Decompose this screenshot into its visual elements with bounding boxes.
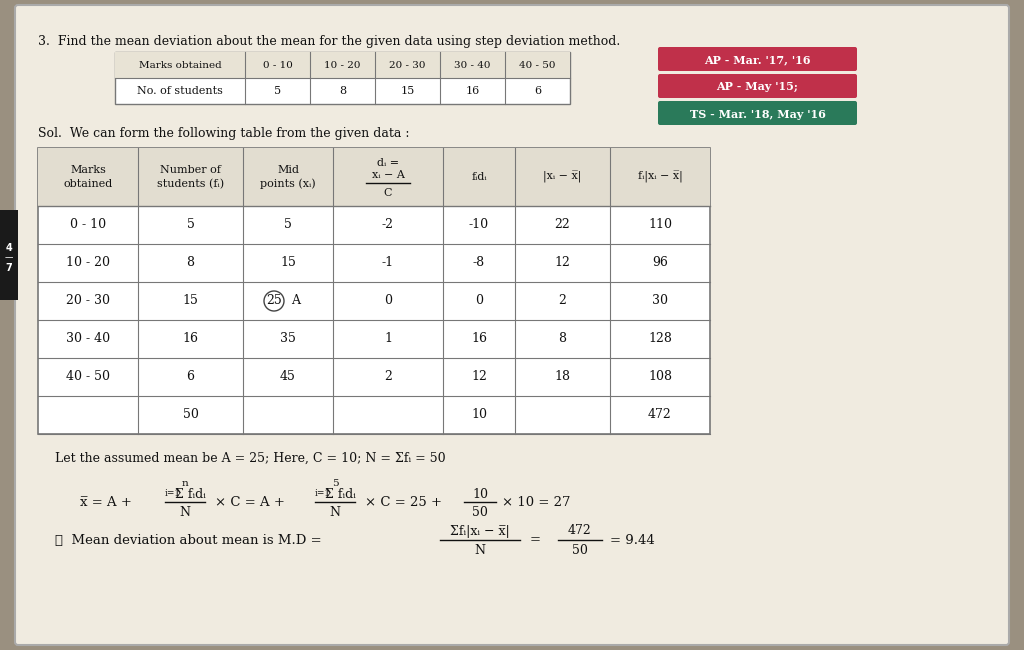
Text: 2: 2 <box>558 294 566 307</box>
Text: 4: 4 <box>5 243 12 253</box>
Text: |xᵢ − x̅|: |xᵢ − x̅| <box>544 171 582 183</box>
Text: 6: 6 <box>186 370 195 383</box>
Text: 18: 18 <box>555 370 570 383</box>
Bar <box>38 148 710 206</box>
Text: Marks
obtained: Marks obtained <box>63 165 113 188</box>
Text: 16: 16 <box>465 86 479 96</box>
Bar <box>0 210 18 300</box>
Text: 0 - 10: 0 - 10 <box>262 60 293 70</box>
FancyBboxPatch shape <box>658 101 857 125</box>
Text: N: N <box>474 543 485 556</box>
Text: 50: 50 <box>572 543 588 556</box>
Text: 96: 96 <box>652 257 668 270</box>
Text: 5: 5 <box>186 218 195 231</box>
Text: = 9.44: = 9.44 <box>610 534 654 547</box>
Bar <box>115 52 570 104</box>
Text: —: — <box>5 254 13 263</box>
Text: Let the assumed mean be A = 25; Here, C = 10; N = Σfᵢ = 50: Let the assumed mean be A = 25; Here, C … <box>55 452 445 465</box>
FancyBboxPatch shape <box>658 47 857 71</box>
Text: 5: 5 <box>332 480 338 489</box>
Text: 50: 50 <box>472 506 488 519</box>
Text: 10 - 20: 10 - 20 <box>66 257 110 270</box>
Text: -2: -2 <box>382 218 394 231</box>
Text: × C = 25 +: × C = 25 + <box>365 495 442 508</box>
Text: 45: 45 <box>280 370 296 383</box>
Text: 50: 50 <box>182 408 199 421</box>
Text: xᵢ − A: xᵢ − A <box>372 170 404 180</box>
Text: 12: 12 <box>555 257 570 270</box>
Text: =: = <box>530 534 541 547</box>
Text: i=1: i=1 <box>315 489 331 499</box>
Text: 5: 5 <box>274 86 281 96</box>
Text: 5: 5 <box>284 218 292 231</box>
Text: 20 - 30: 20 - 30 <box>389 60 426 70</box>
Text: N: N <box>330 506 341 519</box>
Text: 30 - 40: 30 - 40 <box>66 333 110 346</box>
Text: 110: 110 <box>648 218 672 231</box>
Text: -1: -1 <box>382 257 394 270</box>
Text: Σfᵢ|xᵢ − x̅|: Σfᵢ|xᵢ − x̅| <box>451 525 510 538</box>
Text: 30 - 40: 30 - 40 <box>455 60 490 70</box>
Text: 15: 15 <box>280 257 296 270</box>
Text: n: n <box>181 480 188 489</box>
Text: A: A <box>292 294 300 307</box>
Text: 3.  Find the mean deviation about the mean for the given data using step deviati: 3. Find the mean deviation about the mea… <box>38 35 621 48</box>
Text: Sol.  We can form the following table from the given data :: Sol. We can form the following table fro… <box>38 127 410 140</box>
Text: 0 - 10: 0 - 10 <box>70 218 106 231</box>
Text: 472: 472 <box>648 408 672 421</box>
Text: TS - Mar. '18, May '16: TS - Mar. '18, May '16 <box>689 109 825 120</box>
Text: 8: 8 <box>558 333 566 346</box>
Text: Σ fᵢdᵢ: Σ fᵢdᵢ <box>174 488 206 500</box>
Text: 10 - 20: 10 - 20 <box>325 60 360 70</box>
Text: 35: 35 <box>280 333 296 346</box>
Text: 108: 108 <box>648 370 672 383</box>
Text: 0: 0 <box>475 294 483 307</box>
Text: 15: 15 <box>182 294 199 307</box>
Text: Number of
students (fᵢ): Number of students (fᵢ) <box>157 165 224 188</box>
FancyBboxPatch shape <box>658 74 857 98</box>
Text: × 10 = 27: × 10 = 27 <box>502 495 570 508</box>
Text: Marks obtained: Marks obtained <box>138 60 221 70</box>
Text: dᵢ =: dᵢ = <box>377 158 399 168</box>
Text: 20 - 30: 20 - 30 <box>66 294 110 307</box>
Text: i=1: i=1 <box>165 489 181 499</box>
Text: 15: 15 <box>400 86 415 96</box>
Text: 6: 6 <box>534 86 541 96</box>
Text: 8: 8 <box>186 257 195 270</box>
Text: -10: -10 <box>469 218 489 231</box>
Bar <box>38 148 710 434</box>
Text: AP - Mar. '17, '16: AP - Mar. '17, '16 <box>705 55 811 66</box>
Text: fᵢdᵢ: fᵢdᵢ <box>471 172 486 182</box>
Text: 40 - 50: 40 - 50 <box>66 370 110 383</box>
Text: 10: 10 <box>471 408 487 421</box>
Text: 16: 16 <box>471 333 487 346</box>
Text: 40 - 50: 40 - 50 <box>519 60 556 70</box>
Text: x̅ = A +: x̅ = A + <box>80 495 132 508</box>
Text: No. of students: No. of students <box>137 86 223 96</box>
FancyBboxPatch shape <box>15 5 1009 645</box>
Text: ∴  Mean deviation about mean is M.D =: ∴ Mean deviation about mean is M.D = <box>55 534 322 547</box>
Text: Σ fᵢdᵢ: Σ fᵢdᵢ <box>325 488 355 500</box>
Text: fᵢ|xᵢ − x̅|: fᵢ|xᵢ − x̅| <box>638 171 682 183</box>
Bar <box>115 52 570 78</box>
Text: -8: -8 <box>473 257 485 270</box>
Text: AP - May '15;: AP - May '15; <box>717 81 799 92</box>
Text: 472: 472 <box>568 525 592 538</box>
Text: 1: 1 <box>384 333 392 346</box>
Text: 30: 30 <box>652 294 668 307</box>
Text: 10: 10 <box>472 488 488 500</box>
Text: 2: 2 <box>384 370 392 383</box>
Text: 25: 25 <box>266 294 282 307</box>
Text: 16: 16 <box>182 333 199 346</box>
Text: 7: 7 <box>5 263 12 273</box>
Text: 8: 8 <box>339 86 346 96</box>
Text: Mid
points (xᵢ): Mid points (xᵢ) <box>260 165 315 189</box>
Text: 22: 22 <box>555 218 570 231</box>
Text: N: N <box>179 506 190 519</box>
Text: 0: 0 <box>384 294 392 307</box>
Text: 12: 12 <box>471 370 487 383</box>
Text: 128: 128 <box>648 333 672 346</box>
Text: × C = A +: × C = A + <box>215 495 285 508</box>
Text: C: C <box>384 188 392 198</box>
